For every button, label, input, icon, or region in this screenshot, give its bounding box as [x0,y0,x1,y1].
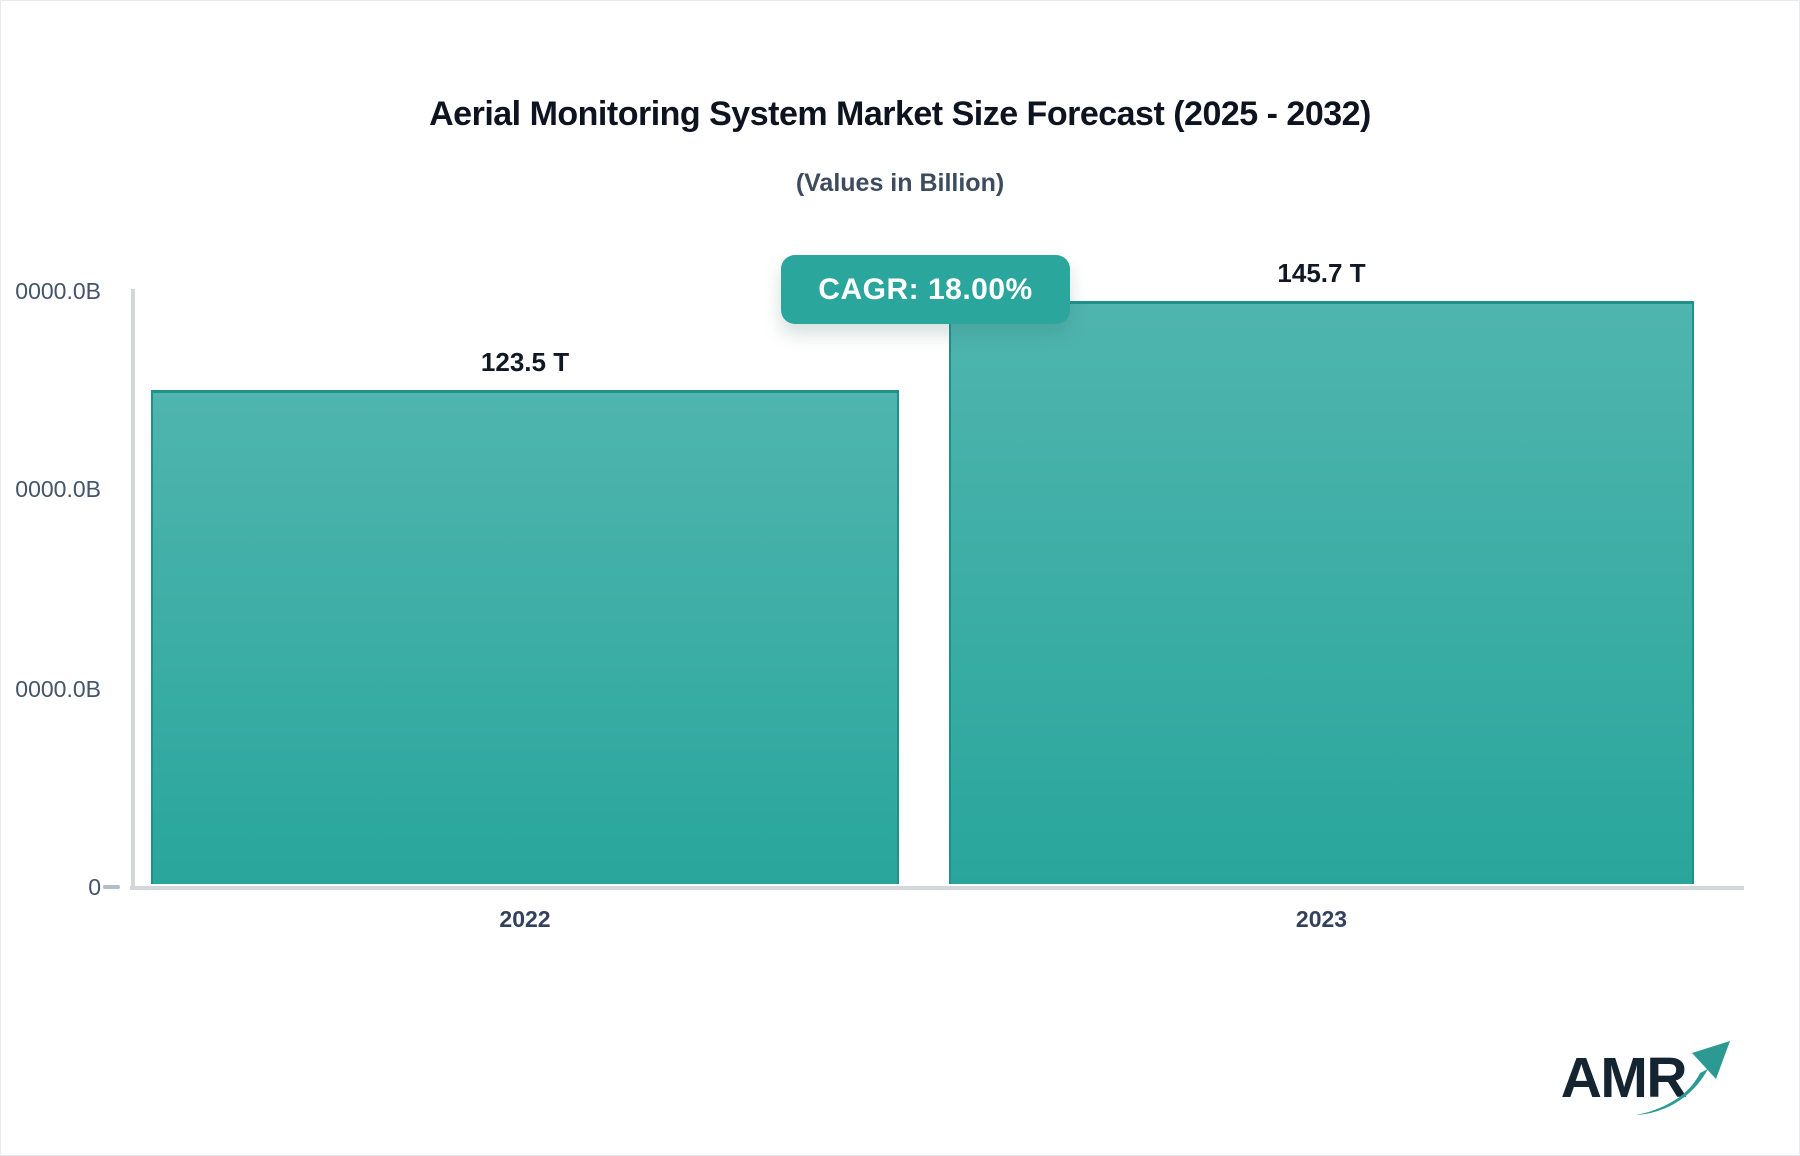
bar-value-label: 123.5 T [480,347,570,377]
growth-arrow-icon [1636,1039,1734,1115]
y-axis-tick-label: 0000.0B [15,676,101,702]
bar[interactable]: 145.7 T [949,258,1694,884]
y-axis-tick-label: 0000.0B [15,476,101,502]
bar-value-label: 145.7 T [1277,258,1366,288]
x-axis-category-label: 2022 [499,906,551,932]
bar[interactable]: 123.5 T [151,347,899,884]
y-axis-line [131,289,135,890]
chart-subtitle: (Values in Billion) [795,169,1005,197]
y-axis-tick-label: 0000.0B [15,278,101,304]
zero-tick-dash [103,885,120,889]
x-axis-line [130,886,1744,890]
cagr-badge: CAGR: 18.00% [781,255,1070,324]
x-axis-category-label: 2023 [1295,906,1348,932]
amr-logo: AMR [1560,1039,1734,1115]
chart-title: Aerial Monitoring System Market Size For… [429,95,1371,133]
logo-text: AMR [1560,1046,1688,1110]
y-axis-tick-label: 0 [88,874,101,900]
